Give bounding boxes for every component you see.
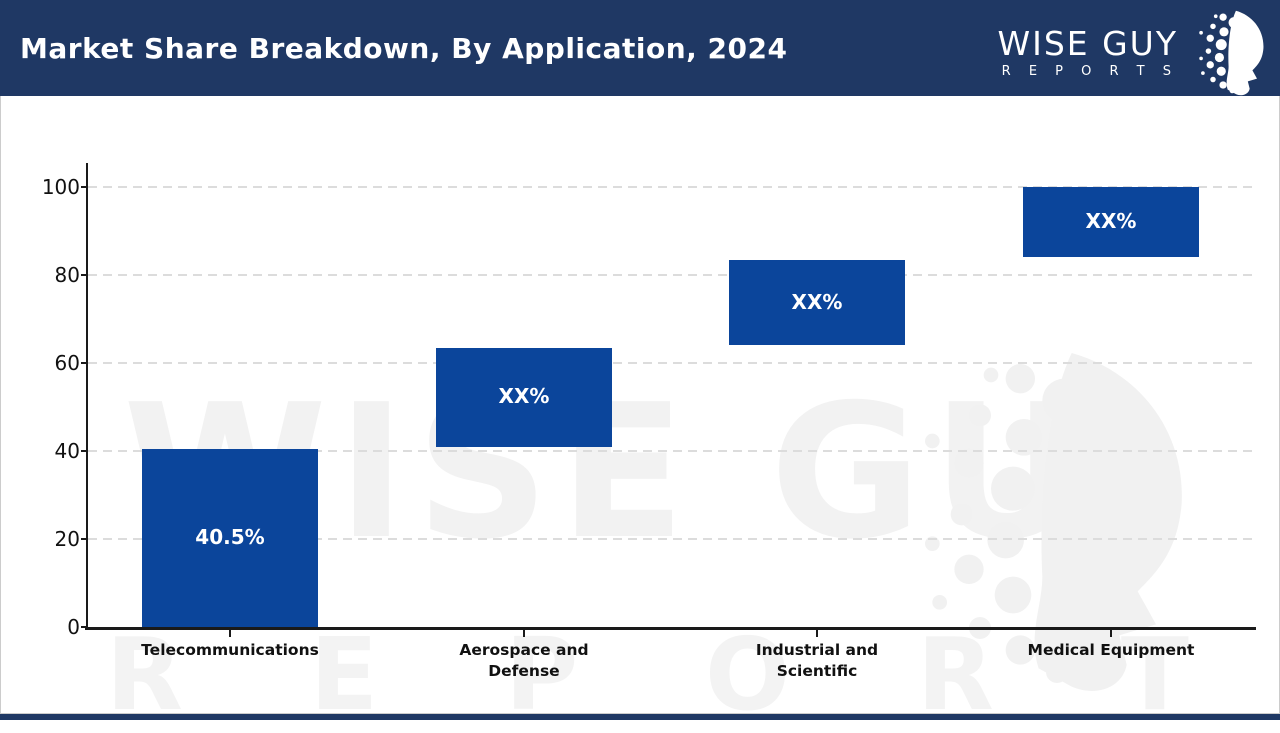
x-tick-mark [1110,630,1112,637]
wiseguy-logo-text: WISE GUY R E P O R T S [997,23,1178,79]
y-tick-mark [81,362,88,364]
y-tick-label: 100 [41,175,80,199]
y-tick-label: 80 [54,263,80,287]
y-tick-mark [81,186,88,188]
x-category-label: Industrial and Scientific [755,641,879,680]
x-tick-mark [523,630,525,637]
bar-value-label: XX% [498,384,550,409]
y-tick-mark [81,450,88,452]
bar [729,259,905,346]
footer-bar [0,714,1280,720]
y-gridline [88,450,1256,452]
bar-value-label: XX% [1085,209,1137,234]
y-tick-label: 40 [54,439,80,463]
y-gridline [88,274,1256,276]
wiseguy-logo: WISE GUY R E P O R T S [997,8,1266,96]
y-gridline [88,538,1256,540]
bar [1023,187,1199,258]
y-tick-mark [81,538,88,540]
bar-value-label: 40.5% [195,524,265,549]
x-category-label: Medical Equipment [1027,641,1195,659]
bar [142,448,318,627]
bar [436,347,612,447]
y-tick-label: 0 [67,615,80,639]
y-tick-mark [81,626,88,628]
y-tick-label: 20 [54,527,80,551]
y-gridline [88,186,1256,188]
x-tick-mark [816,630,818,637]
y-gridline [88,362,1256,364]
x-tick-mark [229,630,231,637]
x-axis-line [85,627,1256,630]
y-axis-line [86,163,88,627]
header-bar: Market Share Breakdown, By Application, … [0,0,1280,96]
y-tick-mark [81,274,88,276]
x-category-label: Aerospace and Defense [459,641,589,680]
page-title: Market Share Breakdown, By Application, … [20,31,788,65]
logo-wordmark: WISE GUY [997,23,1178,63]
bar-value-label: XX% [791,289,843,314]
x-category-label: Telecommunications [141,641,319,659]
watermark-face [925,353,1182,691]
logo-subtitle: R E P O R T S [1001,63,1178,79]
y-tick-label: 60 [54,351,80,375]
wiseguy-face-icon [1199,10,1264,96]
